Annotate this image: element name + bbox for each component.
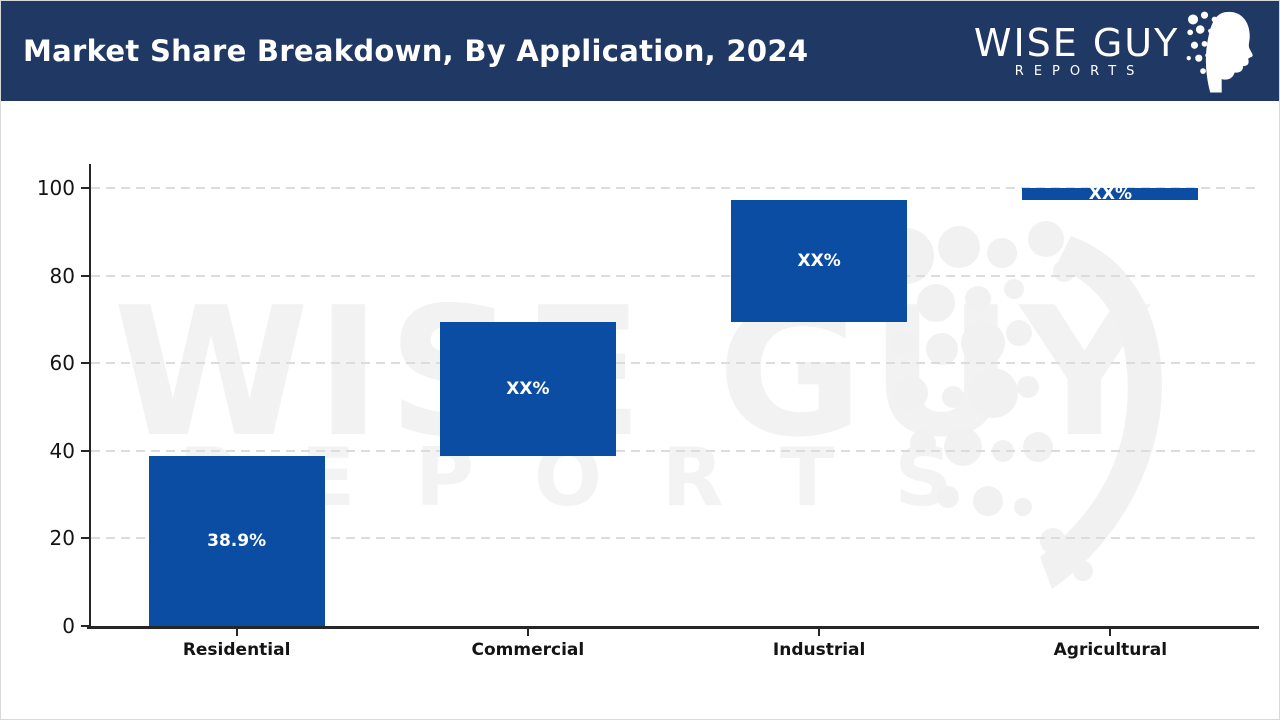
y-axis-line: [89, 164, 91, 626]
brand-logo-text: WISE GUY REPORTS: [974, 24, 1179, 79]
x-tick-industrial: [818, 629, 821, 636]
plot-area: 38.9% XX% XX% XX%: [91, 166, 1256, 626]
y-tick-label-0: 0: [62, 614, 75, 638]
grid-line-100: [91, 186, 1256, 189]
y-tick-20: [81, 537, 89, 540]
bar-value-label: XX%: [797, 250, 841, 271]
grid-line-20: [91, 537, 1256, 540]
bar-value-label: XX%: [1088, 183, 1132, 204]
y-tick-40: [81, 449, 89, 452]
x-axis-line: [87, 626, 1259, 629]
brand-logo-line1: WISE GUY: [973, 20, 1180, 65]
x-tick-label-residential: Residential: [182, 640, 291, 660]
watermark-face-graphic: [856, 211, 1186, 625]
grid-line-80: [91, 274, 1256, 277]
grid-line-40: [91, 449, 1256, 452]
y-tick-60: [81, 362, 89, 365]
bar-industrial: XX%: [731, 199, 908, 322]
bar-value-label: XX%: [506, 378, 550, 399]
x-tick-label-agricultural: Agricultural: [1053, 640, 1168, 660]
x-tick-residential: [235, 629, 238, 636]
page-title: Market Share Breakdown, By Application, …: [23, 34, 809, 68]
brand-logo: WISE GUY REPORTS: [974, 8, 1255, 94]
grid-line-60: [91, 362, 1256, 365]
y-tick-label-40: 40: [49, 438, 75, 463]
bar-commercial: XX%: [439, 321, 616, 456]
y-tick-label-80: 80: [49, 263, 75, 288]
bar-value-label: 38.9%: [207, 530, 267, 551]
y-tick-100: [81, 186, 89, 189]
x-tick-label-industrial: Industrial: [772, 640, 866, 660]
x-tick-label-commercial: Commercial: [471, 640, 585, 660]
brand-face-icon: [1183, 8, 1255, 94]
y-tick-label-60: 60: [49, 351, 75, 376]
y-tick-label-20: 20: [49, 526, 75, 551]
header: Market Share Breakdown, By Application, …: [1, 1, 1279, 101]
x-tick-agricultural: [1109, 629, 1112, 636]
x-tick-commercial: [526, 629, 529, 636]
y-tick-label-100: 100: [36, 175, 75, 200]
bar-residential: 38.9%: [148, 455, 325, 626]
bar-agricultural: XX%: [1022, 184, 1199, 204]
y-tick-80: [81, 274, 89, 277]
y-tick-0: [81, 625, 89, 627]
brand-logo-line2: REPORTS: [1014, 63, 1145, 79]
